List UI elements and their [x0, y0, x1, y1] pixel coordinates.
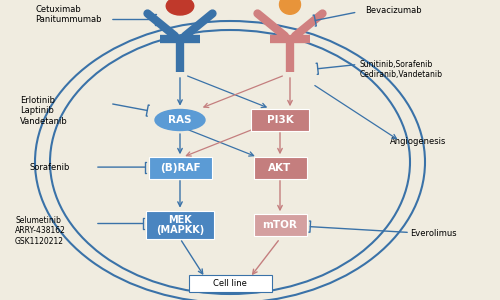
Text: mTOR: mTOR	[262, 220, 298, 230]
FancyBboxPatch shape	[254, 157, 306, 178]
Ellipse shape	[155, 110, 205, 130]
Text: PI3K: PI3K	[266, 115, 293, 125]
Text: Sorafenib: Sorafenib	[30, 164, 70, 172]
Text: Everolimus: Everolimus	[410, 230, 457, 238]
FancyBboxPatch shape	[148, 157, 212, 178]
Text: Erlotinib
Laptinib
Vandetanib: Erlotinib Laptinib Vandetanib	[20, 96, 68, 126]
Text: MEK
(MAPKK): MEK (MAPKK)	[156, 214, 204, 236]
Text: Selumetinib
ARRY-438162
GSK1120212: Selumetinib ARRY-438162 GSK1120212	[15, 216, 66, 246]
Text: (B)RAF: (B)RAF	[160, 163, 200, 173]
Text: AKT: AKT	[268, 163, 291, 173]
FancyBboxPatch shape	[251, 110, 309, 131]
Text: Angiogenesis: Angiogenesis	[390, 136, 446, 146]
Text: Cetuximab
Panitummumab: Cetuximab Panitummumab	[35, 4, 102, 24]
Text: Sunitinib,Sorafenib
Cediranib,Vandetanib: Sunitinib,Sorafenib Cediranib,Vandetanib	[360, 60, 443, 80]
Text: Cell line: Cell line	[213, 279, 247, 288]
FancyBboxPatch shape	[254, 214, 306, 236]
Ellipse shape	[280, 0, 300, 14]
Ellipse shape	[166, 0, 194, 15]
FancyBboxPatch shape	[146, 211, 214, 239]
Text: RAS: RAS	[168, 115, 192, 125]
Text: Bevacizumab: Bevacizumab	[365, 6, 422, 15]
FancyBboxPatch shape	[188, 275, 272, 292]
